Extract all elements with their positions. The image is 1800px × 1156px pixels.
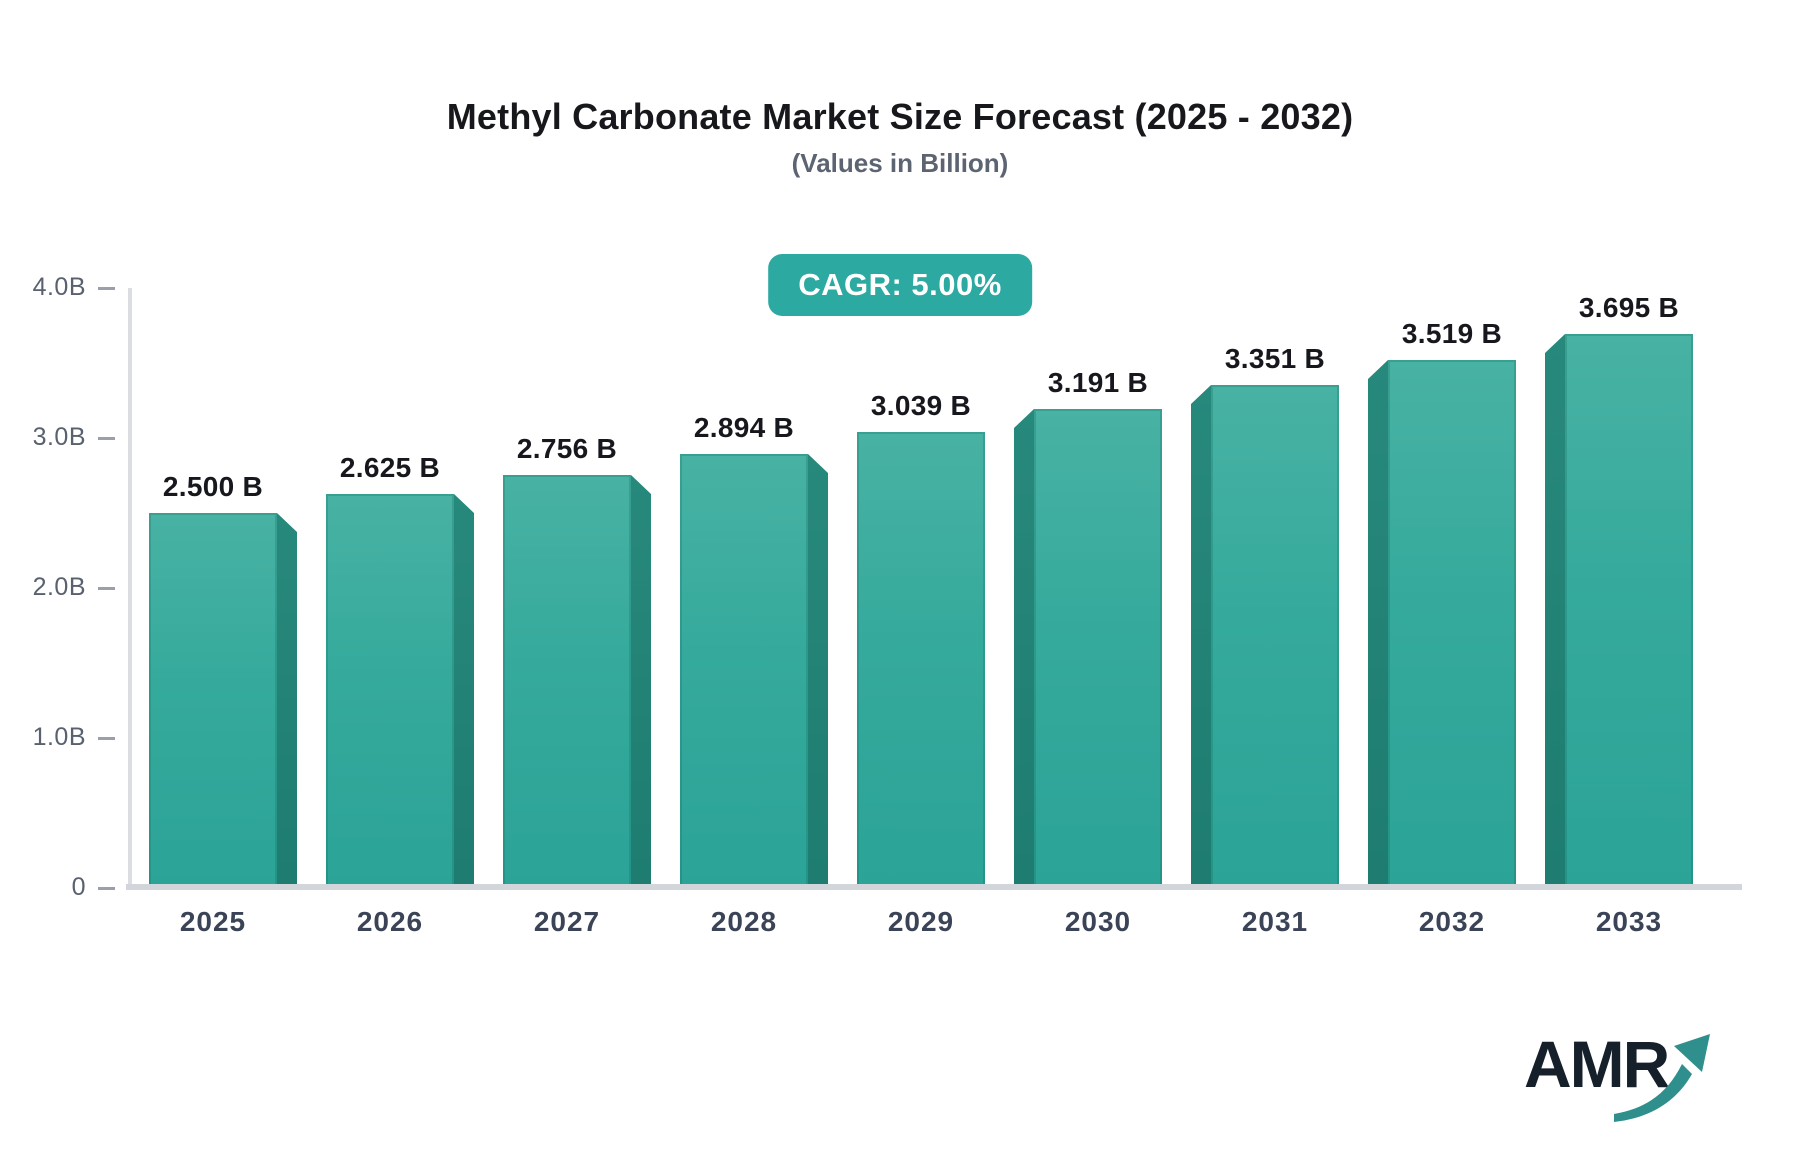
bar-face — [1565, 334, 1693, 888]
bar-face — [1388, 360, 1516, 888]
bar-value-label: 2.500 B — [162, 471, 264, 502]
y-tick-label: 2.0B — [32, 573, 86, 601]
bar-side — [277, 513, 297, 888]
y-tick-label: 4.0B — [32, 273, 86, 301]
bar-value-label: 2.894 B — [693, 412, 795, 443]
x-category-label: 2031 — [1241, 906, 1309, 937]
x-axis-line — [126, 884, 1742, 890]
bar-side — [1545, 334, 1565, 888]
bar-side — [1368, 360, 1388, 888]
bar-face — [857, 432, 985, 888]
x-category-label: 2027 — [533, 906, 601, 937]
amr-logo: AMR — [1524, 1026, 1754, 1136]
x-category-label: 2028 — [710, 906, 778, 937]
bar-face — [326, 494, 454, 888]
y-tick-label: 0 — [71, 873, 86, 901]
bar-side — [1014, 409, 1034, 888]
y-tick-mark — [98, 587, 115, 590]
bar-value-label: 3.191 B — [1047, 367, 1149, 398]
bar-face — [680, 454, 808, 888]
amr-logo-growth-arrow-icon — [1614, 1034, 1710, 1122]
chart-subtitle: (Values in Billion) — [791, 148, 1009, 178]
bar-side — [454, 494, 474, 888]
x-category-label: 2032 — [1418, 906, 1486, 937]
bar-face — [1211, 385, 1339, 888]
y-tick-label: 1.0B — [32, 723, 86, 751]
bar-face — [1034, 409, 1162, 888]
bar-value-label: 3.351 B — [1224, 343, 1326, 374]
bar-value-label: 3.039 B — [870, 390, 972, 421]
y-axis-line — [128, 288, 132, 888]
bar-value-label: 3.695 B — [1578, 292, 1680, 323]
y-tick-mark — [98, 437, 115, 440]
bar-face — [503, 475, 631, 888]
x-category-label: 2033 — [1595, 906, 1663, 937]
x-category-label: 2025 — [179, 906, 247, 937]
x-category-label: 2026 — [356, 906, 424, 937]
chart-title: Methyl Carbonate Market Size Forecast (2… — [446, 96, 1354, 137]
y-tick-mark — [98, 287, 115, 290]
bar-value-label: 2.756 B — [516, 433, 618, 464]
x-category-label: 2030 — [1064, 906, 1132, 937]
amr-logo-text: AMR — [1524, 1027, 1670, 1101]
cagr-badge: CAGR: 5.00% — [768, 254, 1032, 316]
y-tick-mark — [98, 887, 115, 890]
x-category-label: 2029 — [887, 906, 955, 937]
bar-value-label: 2.625 B — [339, 452, 441, 483]
bar-side — [808, 454, 828, 888]
bar-value-label: 3.519 B — [1401, 318, 1503, 349]
y-tick-mark — [98, 737, 115, 740]
bar-face — [149, 513, 277, 888]
bar-side — [631, 475, 651, 888]
bar-side — [1191, 385, 1211, 888]
y-tick-label: 3.0B — [32, 423, 86, 451]
